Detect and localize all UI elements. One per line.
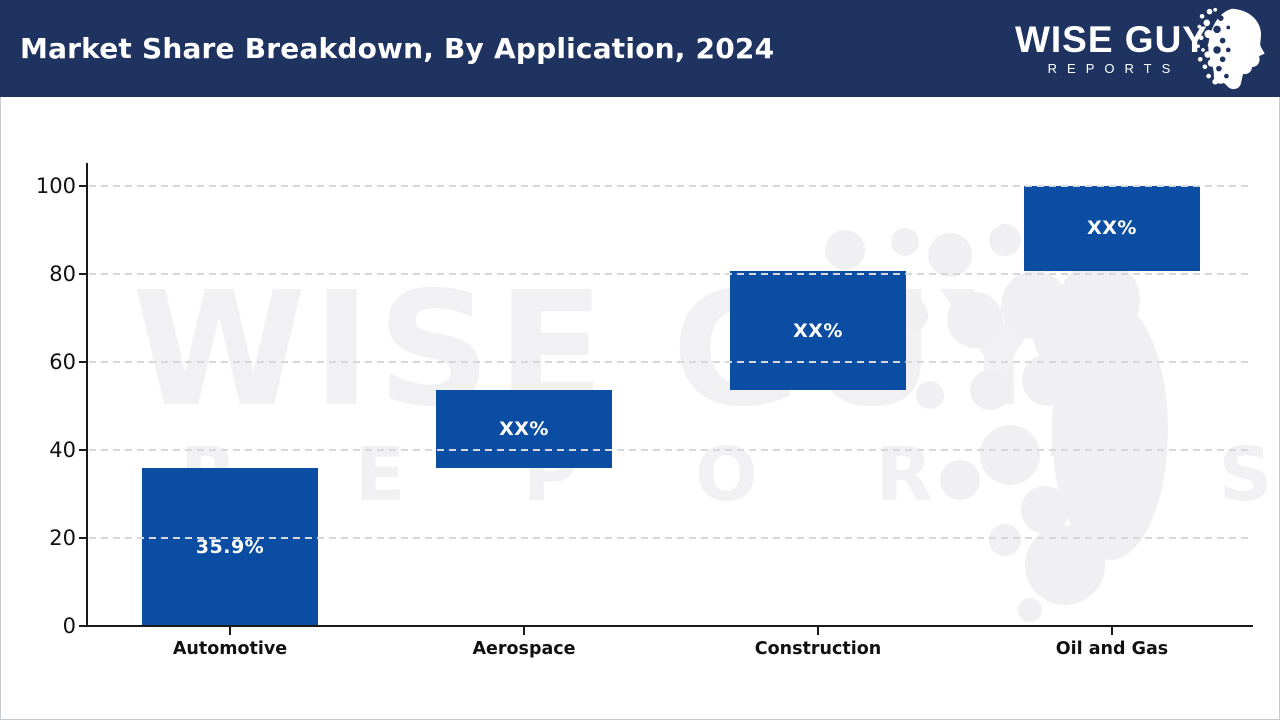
bar-value-label: 35.9% <box>195 536 265 558</box>
logo-subtitle: REPORTS <box>1047 61 1181 76</box>
y-axis-line <box>86 163 88 627</box>
bar: XX% <box>1024 186 1200 271</box>
chart-title: Market Share Breakdown, By Application, … <box>20 32 775 65</box>
bar: 35.9% <box>142 468 318 626</box>
gridline <box>89 185 1253 187</box>
gridline <box>89 537 1253 539</box>
y-tick-mark <box>79 449 86 451</box>
logo-wordmark: WISE GUY <box>1014 19 1208 60</box>
x-category-label: Aerospace <box>472 639 576 659</box>
x-category-label: Oil and Gas <box>1055 639 1169 659</box>
y-tick-label: 20 <box>49 526 76 550</box>
x-axis-line <box>86 625 1253 627</box>
y-tick-mark <box>79 361 86 363</box>
logo-text: WISE GUY REPORTS <box>1015 21 1208 76</box>
y-tick-mark <box>79 185 86 187</box>
y-tick-mark <box>79 537 86 539</box>
x-tick-mark <box>523 627 525 635</box>
gridline <box>89 273 1253 275</box>
x-tick-mark <box>229 627 231 635</box>
x-category-label: Automotive <box>172 639 288 659</box>
x-category-label: Construction <box>754 639 882 659</box>
y-tick-mark <box>79 273 86 275</box>
bar-value-label: XX% <box>499 418 549 441</box>
logo-head-icon <box>1196 7 1265 89</box>
y-tick-label: 100 <box>35 174 76 198</box>
y-tick-label: 80 <box>49 262 76 286</box>
y-tick-label: 60 <box>49 350 76 374</box>
bar-value-label: XX% <box>793 319 843 342</box>
bar: XX% <box>436 390 612 469</box>
bar: XX% <box>730 270 906 391</box>
y-tick-label: 0 <box>62 614 76 638</box>
gridline <box>89 449 1253 451</box>
header-bar: Market Share Breakdown, By Application, … <box>0 0 1280 97</box>
y-tick-mark <box>79 625 86 627</box>
x-tick-mark <box>1111 627 1113 635</box>
x-tick-mark <box>817 627 819 635</box>
bar-value-label: XX% <box>1087 217 1137 240</box>
gridline <box>89 361 1253 363</box>
wise-guy-reports-logo: WISE GUY REPORTS <box>1015 0 1270 97</box>
y-tick-label: 40 <box>49 438 76 462</box>
